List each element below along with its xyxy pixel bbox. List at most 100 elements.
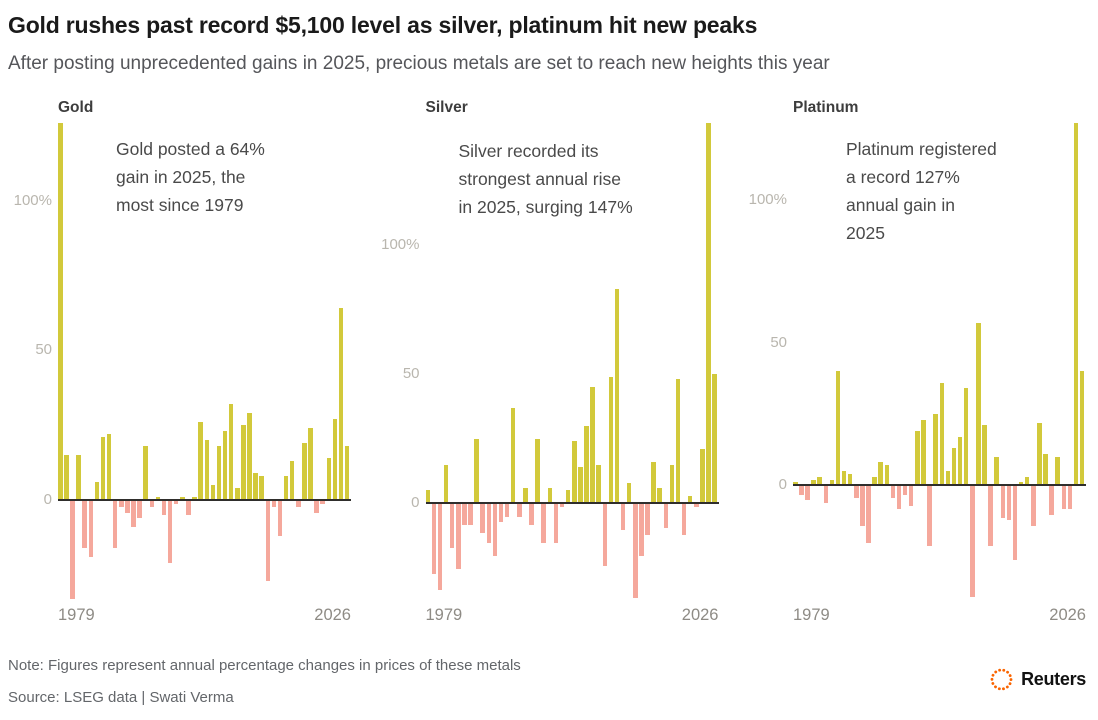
bar-2026 bbox=[344, 445, 350, 500]
bar-1991 bbox=[866, 486, 871, 544]
bar-1995 bbox=[890, 486, 896, 498]
bar-2017 bbox=[289, 460, 295, 500]
chart-title-platinum: Platinum bbox=[793, 99, 859, 116]
page-title: Gold rushes past record $5,100 level as … bbox=[8, 12, 758, 38]
bar-1997 bbox=[902, 486, 908, 495]
bar-1983 bbox=[82, 500, 87, 549]
bar-1998 bbox=[541, 504, 546, 544]
bar-2025 bbox=[338, 308, 344, 500]
bar-1979 bbox=[793, 482, 798, 486]
source-text: Source: LSEG data | Swati Verma bbox=[8, 689, 234, 706]
bar-1986 bbox=[100, 436, 106, 500]
y-axis-tick-label: 100% bbox=[381, 235, 420, 253]
y-axis-tick-label: 50 bbox=[35, 341, 52, 359]
chart-title-gold: Gold bbox=[58, 99, 94, 116]
bar-1996 bbox=[161, 500, 167, 516]
bar-1985 bbox=[829, 479, 835, 486]
bar-1987 bbox=[841, 471, 847, 486]
bar-series-silver bbox=[425, 123, 719, 625]
bar-1985 bbox=[462, 504, 467, 526]
bar-2020 bbox=[1043, 453, 1048, 486]
bar-2013 bbox=[633, 504, 638, 598]
bar-2011 bbox=[253, 472, 258, 500]
bar-1991 bbox=[498, 504, 504, 523]
bar-2021 bbox=[314, 500, 319, 513]
page-subtitle: After posting unprecedented gains in 202… bbox=[8, 53, 830, 74]
bar-2007 bbox=[596, 464, 601, 504]
bar-2006 bbox=[957, 436, 963, 486]
bar-2015 bbox=[1012, 486, 1018, 561]
bar-2008 bbox=[970, 486, 975, 598]
note-text: Note: Figures represent annual percentag… bbox=[8, 657, 521, 674]
bar-2010 bbox=[614, 288, 620, 504]
bar-2001 bbox=[559, 504, 565, 507]
x-axis-end-label: 2026 bbox=[681, 606, 719, 624]
bar-series-platinum bbox=[793, 123, 1086, 625]
bar-2001 bbox=[927, 486, 932, 547]
bar-1990 bbox=[860, 486, 865, 527]
bar-2004 bbox=[945, 471, 951, 486]
bar-1979 bbox=[58, 123, 63, 500]
bar-1997 bbox=[167, 500, 173, 564]
bar-2024 bbox=[700, 449, 705, 504]
bar-1988 bbox=[112, 500, 118, 549]
bar-1999 bbox=[180, 496, 185, 500]
y-axis-tick-label: 50 bbox=[402, 365, 420, 382]
y-axis-tick-label: 100% bbox=[748, 191, 787, 208]
bar-series-gold bbox=[58, 123, 351, 625]
bar-1995 bbox=[155, 496, 161, 500]
chart-title-silver: Silver bbox=[425, 99, 468, 116]
bar-1988 bbox=[847, 473, 853, 486]
reuters-logo-text: Reuters bbox=[1021, 669, 1086, 689]
bar-2025 bbox=[706, 123, 711, 504]
bar-2026 bbox=[712, 374, 717, 504]
bar-2000 bbox=[921, 419, 926, 486]
x-axis-start-label: 1979 bbox=[425, 606, 463, 624]
bar-1979 bbox=[425, 490, 430, 504]
bar-2006 bbox=[590, 386, 595, 504]
bar-1980 bbox=[64, 454, 69, 500]
chart-annotation-gold: Gold posted a 64% gain in 2025, the most… bbox=[116, 139, 265, 215]
bar-2002 bbox=[933, 413, 938, 486]
bar-2022 bbox=[320, 500, 325, 504]
y-axis-tick-label: 0 bbox=[411, 494, 420, 512]
bar-2021 bbox=[1049, 486, 1054, 515]
bar-1981 bbox=[437, 504, 443, 590]
bar-2023 bbox=[1061, 486, 1067, 509]
bar-2003 bbox=[939, 382, 944, 486]
x-axis-start-label: 1979 bbox=[793, 606, 830, 624]
chart-annotation-silver: Silver recorded its strongest annual ris… bbox=[458, 141, 633, 217]
bar-1999 bbox=[915, 431, 920, 486]
bar-2005 bbox=[951, 448, 957, 486]
bar-2018 bbox=[1031, 486, 1036, 527]
y-axis-tick-label: 0 bbox=[43, 490, 52, 508]
bar-2007 bbox=[963, 388, 969, 486]
bar-1986 bbox=[468, 504, 473, 526]
bar-2004 bbox=[578, 467, 583, 504]
bar-1982 bbox=[811, 479, 816, 486]
bar-2016 bbox=[1018, 482, 1024, 486]
bar-1988 bbox=[480, 504, 485, 533]
bar-2005 bbox=[584, 425, 589, 504]
bar-1984 bbox=[88, 500, 94, 558]
bar-2016 bbox=[651, 462, 656, 504]
bar-1994 bbox=[149, 500, 155, 507]
bar-2020 bbox=[308, 427, 313, 500]
bar-2023 bbox=[326, 457, 332, 500]
bar-1998 bbox=[908, 486, 914, 507]
reuters-logo: Reuters bbox=[989, 667, 1086, 692]
bar-2006 bbox=[222, 430, 228, 500]
bar-1983 bbox=[449, 504, 455, 549]
bar-1998 bbox=[173, 500, 179, 504]
bar-2012 bbox=[626, 482, 632, 504]
bar-1981 bbox=[805, 486, 810, 501]
bar-2018 bbox=[663, 504, 669, 528]
bar-2009 bbox=[241, 424, 246, 500]
bar-1991 bbox=[131, 500, 136, 528]
y-axis-tick-label: 50 bbox=[770, 333, 787, 351]
bar-2014 bbox=[1006, 486, 1012, 521]
x-axis-end-label: 2026 bbox=[1049, 606, 1086, 624]
bar-2014 bbox=[271, 500, 277, 507]
charts-row: Gold 100% 50 0 Gold posted a 64% gain in 2… bbox=[8, 99, 1090, 625]
bar-2022 bbox=[687, 495, 693, 504]
